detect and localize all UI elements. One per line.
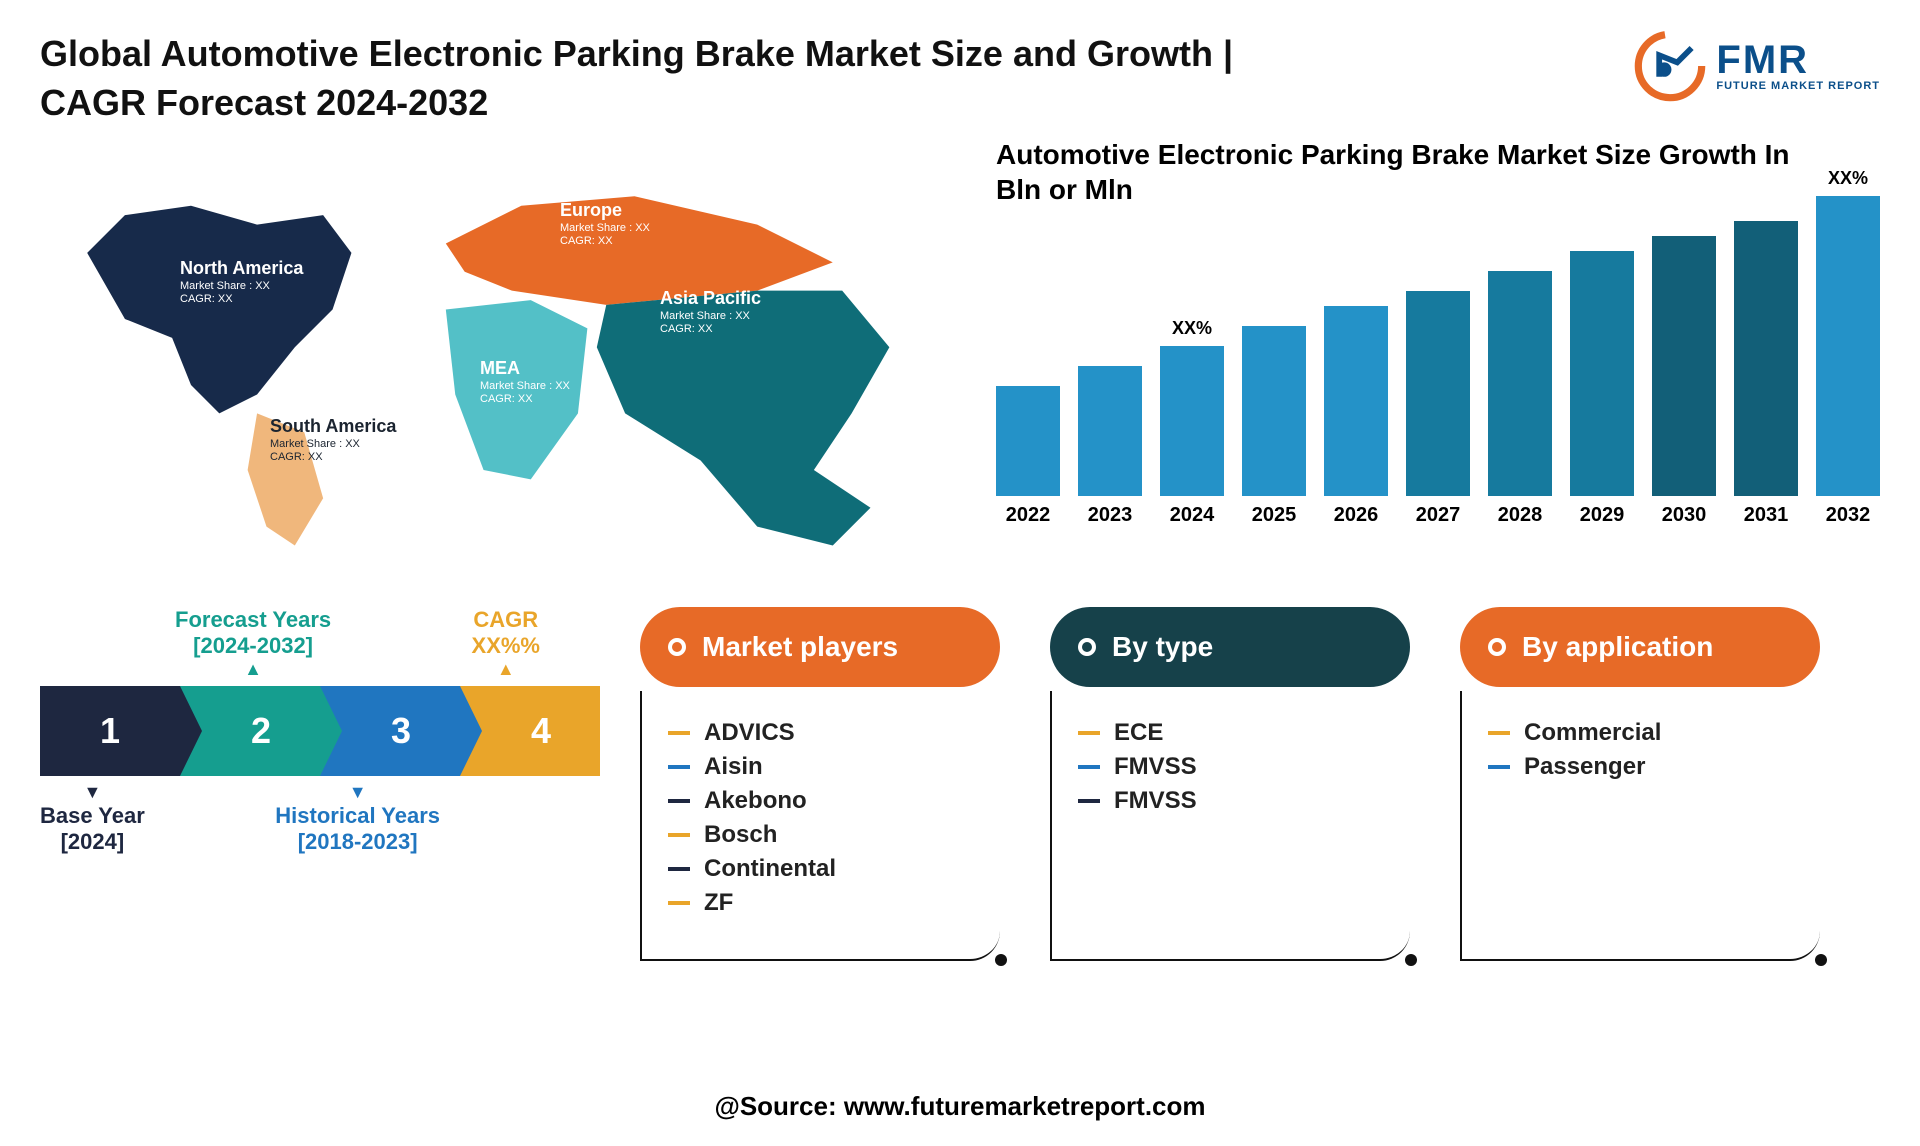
- list-item: Aisin: [668, 753, 980, 781]
- growth-bar-chart: Automotive Electronic Parking Brake Mark…: [976, 137, 1880, 567]
- category-by-application: By application Commercial Passenger: [1460, 607, 1820, 961]
- bar-year-label: 2028: [1498, 504, 1543, 527]
- list-item: Akebono: [668, 787, 980, 815]
- timeline-bottom-label: ▼Historical Years[2018-2023]: [275, 782, 440, 855]
- bar-2031: 2031: [1734, 221, 1798, 527]
- bar-2027: 2027: [1406, 291, 1470, 527]
- timeline-top-label: Forecast Years[2024-2032]▲: [175, 607, 331, 680]
- timeline-infographic: Forecast Years[2024-2032]▲CAGRXX%%▲ 1234…: [40, 607, 600, 855]
- bar-year-label: 2027: [1416, 504, 1461, 527]
- bar-2025: 2025: [1242, 326, 1306, 527]
- page-title: Global Automotive Electronic Parking Bra…: [40, 30, 1340, 127]
- list-item: FMVSS: [1078, 753, 1390, 781]
- bar-2023: 2023: [1078, 366, 1142, 527]
- bar-year-label: 2029: [1580, 504, 1625, 527]
- list-item: ECE: [1078, 719, 1390, 747]
- pill-list: Commercial Passenger: [1460, 691, 1820, 961]
- pill-header: Market players: [640, 607, 1000, 687]
- region-label-south-america: South AmericaMarket Share : XXCAGR: XX: [270, 415, 396, 465]
- logo-icon: [1634, 30, 1706, 102]
- list-item: ADVICS: [668, 719, 980, 747]
- region-north-america: [87, 206, 351, 414]
- category-market-players: Market players ADVICS Aisin Akebono Bosch Con…: [640, 607, 1000, 961]
- bar-year-label: 2026: [1334, 504, 1379, 527]
- timeline-bottom-label: ▼Base Year[2024]: [40, 782, 145, 855]
- list-item: Bosch: [668, 821, 980, 849]
- bar-2030: 2030: [1652, 236, 1716, 527]
- bar-value-label: XX%: [1172, 318, 1212, 339]
- bar-year-label: 2023: [1088, 504, 1133, 527]
- list-item: Commercial: [1488, 719, 1800, 747]
- timeline-top-label: CAGRXX%%▲: [472, 607, 540, 680]
- list-item: Continental: [668, 855, 980, 883]
- source-attribution: @Source: www.futuremarketreport.com: [714, 1091, 1205, 1122]
- chart-title: Automotive Electronic Parking Brake Mark…: [996, 137, 1880, 207]
- logo-sub-text: FUTURE MARKET REPORT: [1716, 80, 1880, 92]
- region-label-north-america: North AmericaMarket Share : XXCAGR: XX: [180, 257, 303, 307]
- logo-fmr-text: FMR: [1716, 40, 1880, 80]
- bar-value-label: XX%: [1828, 168, 1868, 189]
- bar-2028: 2028: [1488, 271, 1552, 527]
- bar-year-label: 2031: [1744, 504, 1789, 527]
- pill-list: ADVICS Aisin Akebono Bosch Continental ZF: [640, 691, 1000, 961]
- bar-2024: XX%2024: [1160, 346, 1224, 527]
- list-item: FMVSS: [1078, 787, 1390, 815]
- bar-2032: XX%2032: [1816, 196, 1880, 527]
- category-by-type: By type ECE FMVSS FMVSS: [1050, 607, 1410, 961]
- bar-2029: 2029: [1570, 251, 1634, 527]
- bar-year-label: 2025: [1252, 504, 1297, 527]
- bar-year-label: 2032: [1826, 504, 1871, 527]
- bar-year-label: 2022: [1006, 504, 1051, 527]
- bar-year-label: 2030: [1662, 504, 1707, 527]
- timeline-segment-1: 1: [40, 686, 180, 776]
- region-label-mea: MEAMarket Share : XXCAGR: XX: [480, 357, 570, 407]
- list-item: Passenger: [1488, 753, 1800, 781]
- region-label-europe: EuropeMarket Share : XXCAGR: XX: [560, 199, 650, 249]
- bar-year-label: 2024: [1170, 504, 1215, 527]
- pill-list: ECE FMVSS FMVSS: [1050, 691, 1410, 961]
- region-label-asia-pacific: Asia PacificMarket Share : XXCAGR: XX: [660, 287, 761, 337]
- bar-2026: 2026: [1324, 306, 1388, 527]
- bar-2022: 2022: [996, 386, 1060, 527]
- list-item: ZF: [668, 889, 980, 917]
- pill-header: By application: [1460, 607, 1820, 687]
- fmr-logo: FMR FUTURE MARKET REPORT: [1634, 30, 1880, 102]
- pill-header: By type: [1050, 607, 1410, 687]
- world-map: North AmericaMarket Share : XXCAGR: XX So…: [40, 137, 946, 567]
